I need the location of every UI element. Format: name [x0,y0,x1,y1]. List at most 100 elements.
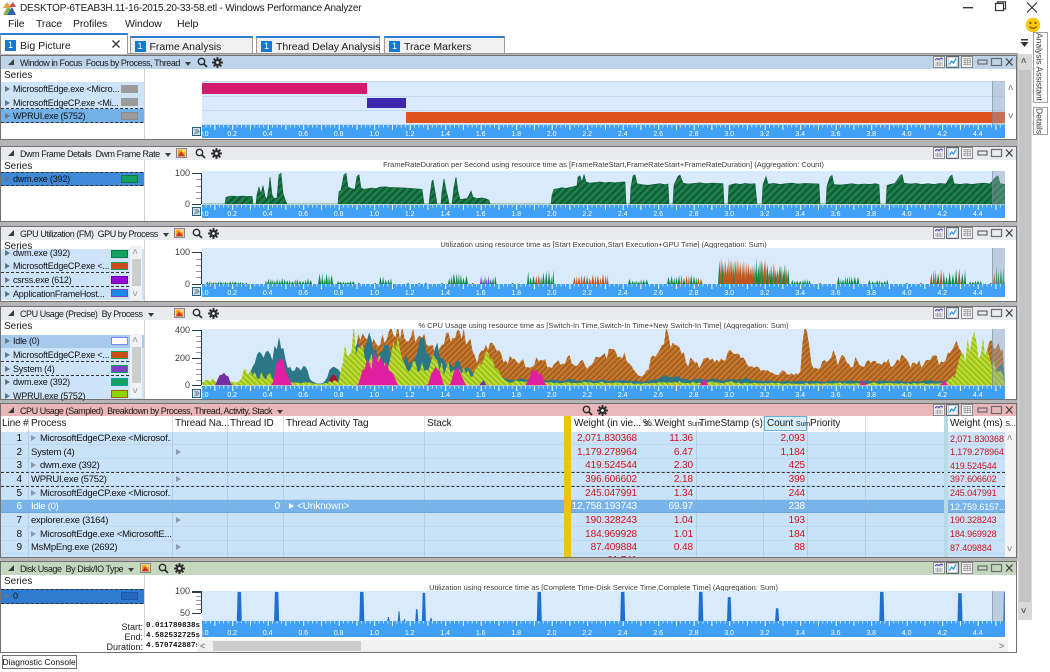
svg-text:0.0: 0.0 [202,131,209,138]
svg-text:4.0: 4.0 [902,131,912,138]
svg-text:1.8: 1.8 [511,211,521,218]
svg-text:0.4: 0.4 [263,630,273,637]
svg-text:3.6: 3.6 [831,630,841,637]
svg-text:1.6: 1.6 [476,392,486,399]
svg-text:2.6: 2.6 [653,211,663,218]
svg-text:0.4: 0.4 [263,290,273,297]
svg-text:0.4: 0.4 [263,131,273,138]
svg-text:0.2: 0.2 [227,392,237,399]
svg-text:2.4: 2.4 [618,392,628,399]
svg-text:2.2: 2.2 [582,131,592,138]
svg-text:3.2: 3.2 [760,392,770,399]
svg-text:0.2: 0.2 [227,131,237,138]
svg-text:1.2: 1.2 [405,290,415,297]
svg-text:1.2: 1.2 [405,211,415,218]
svg-text:0.6: 0.6 [298,630,308,637]
svg-text:4.4: 4.4 [973,211,983,218]
svg-text:0.8: 0.8 [334,290,344,297]
svg-text:3.8: 3.8 [866,211,876,218]
svg-text:2.2: 2.2 [582,211,592,218]
svg-text:3.4: 3.4 [795,211,805,218]
svg-text:3.8: 3.8 [866,630,876,637]
svg-text:0.8: 0.8 [334,211,344,218]
svg-text:4.0: 4.0 [902,392,912,399]
svg-text:2.4: 2.4 [618,211,628,218]
svg-text:1.4: 1.4 [440,630,450,637]
svg-text:2.2: 2.2 [582,630,592,637]
svg-text:4.0: 4.0 [902,211,912,218]
svg-text:3.8: 3.8 [866,131,876,138]
svg-text:0.2: 0.2 [227,290,237,297]
svg-text:0.6: 0.6 [298,290,308,297]
svg-text:0.6: 0.6 [298,131,308,138]
svg-text:2.0: 2.0 [547,131,557,138]
svg-text:4.4: 4.4 [973,392,983,399]
svg-text:1.4: 1.4 [440,211,450,218]
svg-text:3.6: 3.6 [831,392,841,399]
svg-text:2.8: 2.8 [689,630,699,637]
svg-text:4.0: 4.0 [902,630,912,637]
svg-text:0.4: 0.4 [263,211,273,218]
svg-text:2.2: 2.2 [582,290,592,297]
svg-text:3.6: 3.6 [831,211,841,218]
svg-text:4.2: 4.2 [937,392,947,399]
svg-text:3.2: 3.2 [760,630,770,637]
svg-text:2.0: 2.0 [547,630,557,637]
svg-text:0.8: 0.8 [334,392,344,399]
svg-text:3.0: 3.0 [724,630,734,637]
svg-text:1.0: 1.0 [369,392,379,399]
svg-text:0.0: 0.0 [202,630,209,637]
svg-text:1.0: 1.0 [369,131,379,138]
svg-text:1.0: 1.0 [369,630,379,637]
svg-text:1.8: 1.8 [511,392,521,399]
svg-text:2.8: 2.8 [689,131,699,138]
svg-text:3.0: 3.0 [724,290,734,297]
svg-text:1.6: 1.6 [476,211,486,218]
svg-text:1.8: 1.8 [511,290,521,297]
svg-text:0.8: 0.8 [334,131,344,138]
svg-text:0.6: 0.6 [298,211,308,218]
svg-text:0.2: 0.2 [227,211,237,218]
svg-text:2.0: 2.0 [547,392,557,399]
svg-text:0.0: 0.0 [202,211,209,218]
svg-text:4.4: 4.4 [973,290,983,297]
svg-text:4.0: 4.0 [902,290,912,297]
svg-text:2.4: 2.4 [618,290,628,297]
svg-text:1.0: 1.0 [369,290,379,297]
svg-text:3.8: 3.8 [866,392,876,399]
svg-text:2.4: 2.4 [618,131,628,138]
svg-text:4.4: 4.4 [973,131,983,138]
svg-text:2.8: 2.8 [689,211,699,218]
svg-text:3.2: 3.2 [760,290,770,297]
svg-text:2.4: 2.4 [618,630,628,637]
svg-text:1.8: 1.8 [511,630,521,637]
svg-text:1.4: 1.4 [440,392,450,399]
svg-text:2.0: 2.0 [547,211,557,218]
svg-text:1.8: 1.8 [511,131,521,138]
svg-text:1.2: 1.2 [405,630,415,637]
svg-text:4.2: 4.2 [937,630,947,637]
svg-text:1.0: 1.0 [369,211,379,218]
svg-text:1.2: 1.2 [405,131,415,138]
svg-text:1.6: 1.6 [476,630,486,637]
svg-text:1.6: 1.6 [476,131,486,138]
svg-text:1.4: 1.4 [440,290,450,297]
svg-text:4.2: 4.2 [937,131,947,138]
svg-text:3.0: 3.0 [724,131,734,138]
svg-text:0.6: 0.6 [298,392,308,399]
svg-text:3.4: 3.4 [795,630,805,637]
svg-text:3.4: 3.4 [795,392,805,399]
svg-text:2.6: 2.6 [653,131,663,138]
svg-text:4.2: 4.2 [937,211,947,218]
svg-text:4.2: 4.2 [937,290,947,297]
svg-text:3.0: 3.0 [724,211,734,218]
svg-text:0.0: 0.0 [202,290,209,297]
svg-text:3.8: 3.8 [866,290,876,297]
svg-text:2.0: 2.0 [547,290,557,297]
svg-text:4.4: 4.4 [973,630,983,637]
svg-text:0.0: 0.0 [202,392,209,399]
svg-text:3.4: 3.4 [795,290,805,297]
svg-text:3.2: 3.2 [760,131,770,138]
svg-text:2.2: 2.2 [582,392,592,399]
svg-text:2.8: 2.8 [689,290,699,297]
